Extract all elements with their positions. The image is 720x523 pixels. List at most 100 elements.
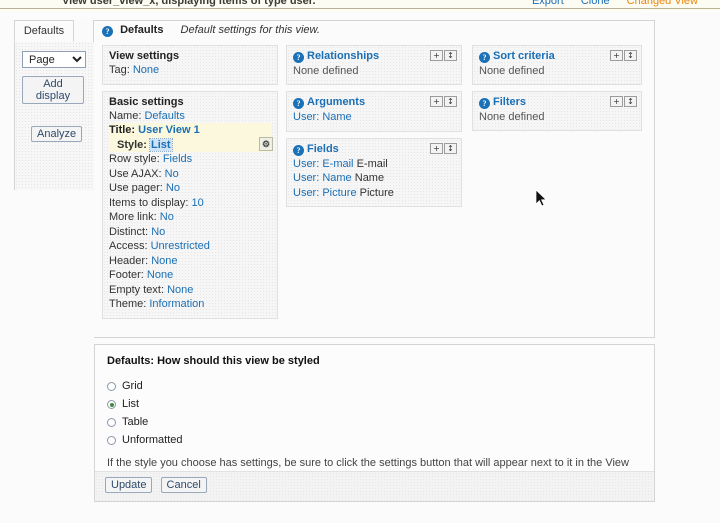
add-button[interactable]: + bbox=[430, 96, 443, 107]
rearrange-button[interactable]: ↕ bbox=[444, 142, 457, 154]
empty-text-value-link[interactable]: None bbox=[167, 283, 194, 296]
style-value-link[interactable]: List bbox=[149, 137, 173, 152]
field-link-name[interactable]: User: Name bbox=[293, 172, 352, 184]
help-icon[interactable]: ? bbox=[293, 144, 304, 156]
sort-criteria-title[interactable]: ? Sort criteria bbox=[479, 50, 635, 63]
summary-column-right: + ↕ ? Sort criteria None defined + ↕ ? Fil… bbox=[472, 45, 642, 137]
display-sidebar: Page Add display Analyze bbox=[14, 20, 95, 190]
filters-panel: + ↕ ? Filters None defined bbox=[472, 91, 642, 131]
radio-option-unformatted[interactable]: Unformatted bbox=[107, 432, 642, 448]
field-suffix-email: E-mail bbox=[356, 157, 388, 170]
cancel-button[interactable]: Cancel bbox=[160, 477, 207, 493]
filters-title[interactable]: ? Filters bbox=[479, 96, 635, 109]
list-item: Distinct: No bbox=[109, 225, 271, 240]
radio-option-list[interactable]: List bbox=[107, 396, 642, 412]
export-link[interactable]: Export bbox=[531, 0, 564, 7]
style-form-body: Defaults: How should this view be styled… bbox=[95, 345, 654, 481]
style-form-title: Defaults: How should this view be styled bbox=[107, 355, 320, 367]
field-link-picture[interactable]: User: Picture bbox=[293, 186, 357, 199]
filters-title-text: Filters bbox=[493, 96, 527, 108]
theme-value-link[interactable]: Information bbox=[149, 298, 205, 310]
list-item-style: Style: List ⚙ bbox=[109, 136, 273, 152]
radio-table-icon[interactable] bbox=[107, 417, 116, 427]
help-icon[interactable]: ? bbox=[293, 98, 304, 109]
clone-link[interactable]: Clone bbox=[580, 0, 610, 7]
rearrange-button[interactable]: ↕ bbox=[444, 96, 457, 107]
gear-icon[interactable]: ⚙ bbox=[259, 136, 273, 151]
radio-list-icon[interactable] bbox=[107, 399, 116, 409]
list-item: Theme: Information bbox=[109, 297, 271, 312]
list-item: Use pager: No bbox=[109, 181, 271, 196]
items-to-display-value-link[interactable]: 10 bbox=[191, 196, 204, 209]
style-label: Style: bbox=[117, 138, 147, 151]
radio-option-grid[interactable]: Grid bbox=[107, 378, 642, 394]
arguments-title[interactable]: ? Arguments bbox=[293, 96, 455, 109]
relationships-empty-text: None defined bbox=[293, 65, 359, 77]
list-item: Items to display: 10 bbox=[109, 196, 271, 211]
add-button[interactable]: + bbox=[610, 96, 623, 107]
top-action-links[interactable]: Export Clone Changed View bbox=[518, 0, 698, 7]
row-style-label: Row style: bbox=[109, 153, 160, 165]
name-value-link[interactable]: Defaults bbox=[144, 109, 185, 122]
style-settings-form: Defaults: How should this view be styled… bbox=[94, 344, 655, 502]
more-link-value-link[interactable]: No bbox=[159, 211, 174, 223]
access-label: Access: bbox=[109, 240, 148, 252]
changed-view-link[interactable]: Changed View bbox=[626, 0, 698, 7]
radio-grid-icon[interactable] bbox=[107, 381, 116, 391]
rearrange-button[interactable]: ↕ bbox=[444, 50, 457, 61]
update-button[interactable]: Update bbox=[105, 477, 153, 493]
rearrange-button[interactable]: ↕ bbox=[624, 50, 637, 61]
tag-value-link[interactable]: None bbox=[132, 64, 160, 76]
add-display-select[interactable]: Page bbox=[22, 51, 86, 68]
field-link-email[interactable]: User: E-mail bbox=[293, 157, 354, 170]
radio-unformatted-icon[interactable] bbox=[107, 435, 116, 445]
help-icon[interactable]: ? bbox=[293, 52, 304, 63]
field-suffix-picture: Picture bbox=[359, 186, 394, 199]
list-item: More link: No bbox=[109, 210, 271, 225]
sort-criteria-tools: + ↕ bbox=[610, 50, 637, 61]
summary-header-title: Defaults bbox=[120, 24, 164, 36]
radio-option-table[interactable]: Table bbox=[107, 414, 642, 430]
rearrange-button[interactable]: ↕ bbox=[624, 96, 637, 107]
use-pager-value-link[interactable]: No bbox=[165, 182, 180, 194]
access-value-link[interactable]: Unrestricted bbox=[150, 240, 210, 252]
list-item: Empty text: None bbox=[109, 283, 271, 298]
relationships-title[interactable]: ? Relationships bbox=[293, 50, 455, 63]
footer-label: Footer: bbox=[109, 269, 144, 281]
header-value-link[interactable]: None bbox=[151, 254, 178, 267]
header-label: Header: bbox=[109, 254, 149, 267]
row-style-value-link[interactable]: Fields bbox=[162, 153, 193, 165]
title-value-link[interactable]: User View 1 bbox=[138, 124, 200, 136]
title-label: Title: bbox=[109, 124, 136, 136]
help-icon[interactable]: ? bbox=[102, 26, 113, 37]
top-divider bbox=[0, 8, 720, 9]
help-icon[interactable]: ? bbox=[479, 98, 490, 109]
list-item-title: Title: User View 1 bbox=[109, 123, 271, 138]
summary-header: ? Defaults Default settings for this vie… bbox=[94, 21, 654, 43]
field-suffix-name: Name bbox=[354, 172, 385, 184]
empty-text-label: Empty text: bbox=[109, 283, 165, 296]
filters-empty-text: None defined bbox=[479, 111, 545, 123]
help-icon[interactable]: ? bbox=[479, 52, 490, 63]
view-settings-title: View settings bbox=[109, 50, 180, 62]
views-edit-page: Page Add display Analyze Defaults ? Defa… bbox=[0, 12, 720, 523]
basic-settings-panel: Basic settings Name: Defaults Title: Use… bbox=[102, 90, 278, 319]
analyze-button[interactable]: Analyze bbox=[31, 126, 83, 142]
argument-link[interactable]: User: Name bbox=[293, 111, 352, 123]
list-item: Header: None bbox=[109, 254, 271, 269]
footer-value-link[interactable]: None bbox=[146, 269, 174, 281]
sidebar-item-defaults[interactable]: Defaults bbox=[14, 20, 74, 42]
list-item: Tag: None bbox=[109, 63, 271, 78]
add-button[interactable]: + bbox=[610, 50, 623, 61]
view-settings-panel: View settings Tag: None bbox=[102, 45, 278, 85]
sort-criteria-panel: + ↕ ? Sort criteria None defined bbox=[472, 45, 642, 85]
add-display-button[interactable]: Add display bbox=[22, 76, 84, 104]
more-link-label: More link: bbox=[109, 211, 157, 223]
add-button[interactable]: + bbox=[430, 142, 443, 154]
use-ajax-value-link[interactable]: No bbox=[164, 167, 179, 180]
add-button[interactable]: + bbox=[430, 50, 443, 61]
list-item: Use AJAX: No bbox=[109, 167, 271, 182]
distinct-value-link[interactable]: No bbox=[151, 225, 166, 238]
fields-title[interactable]: ? Fields bbox=[293, 143, 455, 156]
use-ajax-label: Use AJAX: bbox=[109, 167, 162, 180]
